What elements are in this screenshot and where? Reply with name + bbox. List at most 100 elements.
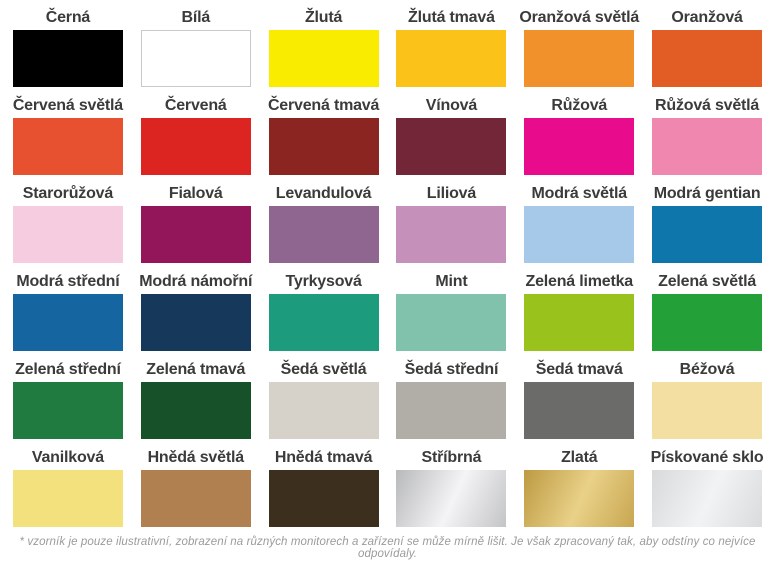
color-swatch-cell: Růžová světlá [643, 93, 771, 175]
color-swatch [140, 294, 251, 351]
color-swatch-cell: Červená tmavá [260, 93, 388, 175]
color-swatch [524, 118, 635, 175]
color-swatch [396, 118, 507, 175]
color-swatch [396, 206, 507, 263]
color-swatch-cell: Zelená střední [4, 357, 132, 439]
color-name-label: Liliová [426, 185, 477, 202]
color-name-label: Šedá tmavá [535, 361, 623, 378]
color-name-label: Červená [164, 97, 227, 114]
color-name-label: Starorůžová [22, 185, 114, 202]
color-name-label: Šedá střední [404, 361, 499, 378]
color-name-label: Pískované sklo [650, 449, 764, 466]
color-swatch [12, 30, 123, 87]
color-swatch-cell: Fialová [132, 181, 260, 263]
color-swatch-cell: Zelená limetka [515, 269, 643, 351]
color-swatch [524, 30, 635, 87]
color-swatch-cell: Hnědá světlá [132, 445, 260, 527]
color-name-label: Bílá [181, 9, 211, 26]
color-swatch [268, 382, 379, 439]
color-swatch [268, 206, 379, 263]
color-swatch [652, 382, 763, 439]
color-name-label: Vínová [425, 97, 478, 114]
color-swatch-cell: Černá [4, 5, 132, 87]
color-swatch-cell: Zelená tmavá [132, 357, 260, 439]
disclaimer-footnote: * vzorník je pouze ilustrativní, zobraze… [19, 536, 756, 560]
color-name-label: Zelená tmavá [146, 361, 246, 378]
color-name-label: Levandulová [275, 185, 372, 202]
color-swatch-cell: Žlutá tmavá [388, 5, 516, 87]
color-swatch-cell: Starorůžová [4, 181, 132, 263]
color-swatch [396, 382, 507, 439]
color-swatch [140, 206, 251, 263]
color-swatch [652, 206, 763, 263]
color-name-label: Červená světlá [12, 97, 123, 114]
color-swatch [652, 294, 763, 351]
color-swatch-cell: Béžová [643, 357, 771, 439]
color-swatch [12, 470, 123, 527]
color-name-label: Zelená střední [15, 361, 121, 378]
color-swatch-cell: Levandulová [260, 181, 388, 263]
color-name-label: Červená tmavá [267, 97, 380, 114]
color-swatch-cell: Zelená světlá [643, 269, 771, 351]
color-swatch [524, 470, 635, 527]
color-swatch-cell: Bílá [132, 5, 260, 87]
color-name-label: Modrá námořní [139, 273, 253, 290]
color-swatch-cell: Mint [388, 269, 516, 351]
color-swatch [12, 206, 123, 263]
color-swatch [268, 30, 379, 87]
color-swatch-cell: Červená [132, 93, 260, 175]
color-swatch-cell: Modrá gentian [643, 181, 771, 263]
color-swatch [524, 294, 635, 351]
color-name-label: Šedá světlá [280, 361, 367, 378]
color-swatch-grid: Černá Bílá Žlutá Žlutá tmavá Oranžová sv… [4, 5, 771, 527]
color-swatch [652, 30, 763, 87]
color-name-label: Modrá světlá [531, 185, 628, 202]
color-swatch [396, 294, 507, 351]
color-swatch-cell: Vínová [388, 93, 516, 175]
color-swatch-cell: Šedá tmavá [515, 357, 643, 439]
color-swatch-cell: Zlatá [515, 445, 643, 527]
color-name-label: Modrá gentian [653, 185, 761, 202]
color-name-label: Béžová [679, 361, 735, 378]
color-swatch [652, 118, 763, 175]
color-name-label: Oranžová světlá [519, 9, 640, 26]
color-name-label: Stříbrná [421, 449, 482, 466]
color-name-label: Zelená limetka [525, 273, 634, 290]
color-swatch [268, 470, 379, 527]
color-swatch-cell: Žlutá [260, 5, 388, 87]
color-name-label: Zlatá [561, 449, 598, 466]
color-name-label: Zelená světlá [658, 273, 757, 290]
color-swatch [268, 118, 379, 175]
color-swatch-cell: Růžová [515, 93, 643, 175]
color-swatch-cell: Oranžová světlá [515, 5, 643, 87]
color-swatch [524, 382, 635, 439]
color-swatch [396, 470, 507, 527]
color-name-label: Žlutá [304, 9, 343, 26]
color-name-label: Růžová [551, 97, 608, 114]
color-name-label: Žlutá tmavá [408, 9, 495, 26]
color-swatch-cell: Modrá střední [4, 269, 132, 351]
color-swatch [140, 118, 251, 175]
color-swatch-cell: Stříbrná [388, 445, 516, 527]
color-swatch [396, 30, 507, 87]
color-swatch-cell: Modrá světlá [515, 181, 643, 263]
color-name-label: Mint [435, 273, 468, 290]
color-swatch [524, 206, 635, 263]
color-name-label: Oranžová [671, 9, 743, 26]
color-name-label: Modrá střední [16, 273, 120, 290]
color-swatch-cell: Hnědá tmavá [260, 445, 388, 527]
color-swatch [652, 470, 763, 527]
color-name-label: Tyrkysová [285, 273, 362, 290]
color-swatch [12, 382, 123, 439]
color-swatch-cell: Modrá námořní [132, 269, 260, 351]
color-name-label: Fialová [168, 185, 223, 202]
color-name-label: Hnědá světlá [147, 449, 245, 466]
color-swatch [268, 294, 379, 351]
color-name-label: Černá [45, 9, 91, 26]
color-name-label: Růžová světlá [655, 97, 760, 114]
color-swatch-cell: Liliová [388, 181, 516, 263]
color-swatch-cell: Šedá střední [388, 357, 516, 439]
color-swatch-cell: Červená světlá [4, 93, 132, 175]
color-swatch [140, 30, 251, 87]
color-swatch-cell: Pískované sklo [643, 445, 771, 527]
